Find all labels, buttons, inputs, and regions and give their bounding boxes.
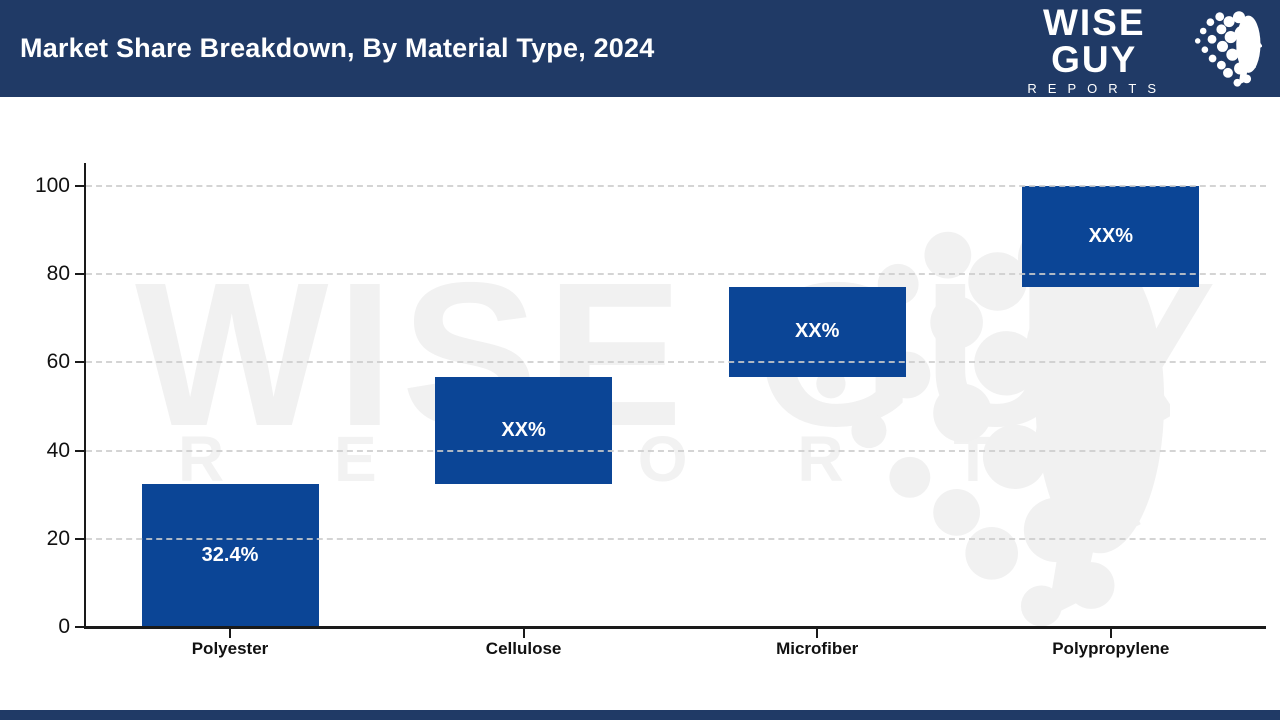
y-tick-label: 0 xyxy=(58,615,70,638)
gridline xyxy=(86,449,1266,452)
x-tick-mark xyxy=(816,629,819,638)
y-axis-line xyxy=(84,163,86,627)
gridline xyxy=(86,273,1266,276)
x-tick-mark xyxy=(229,629,231,638)
y-tick-label: 20 xyxy=(46,526,70,550)
bar-value-label: XX% xyxy=(501,418,546,441)
x-category-label: Polypropylene xyxy=(1052,639,1170,658)
x-category-label: Cellulose xyxy=(485,639,562,658)
logo-wordmark: WISE GUY xyxy=(1042,2,1146,80)
x-tick-mark xyxy=(522,629,525,638)
bar-polyester xyxy=(141,484,319,627)
y-tick-mark xyxy=(75,185,84,187)
bar-cellulose xyxy=(435,376,613,485)
gridline xyxy=(86,185,1266,187)
footer-bar xyxy=(0,710,1280,720)
wise-guy-reports-logo: WISE GUY REPORTS xyxy=(1002,4,1262,96)
y-tick-label: 40 xyxy=(46,438,70,462)
x-category-label: Polyester xyxy=(191,639,269,658)
bar-value-label: 32.4% xyxy=(201,543,259,566)
x-tick-mark xyxy=(1109,629,1112,638)
logo-head-icon xyxy=(1195,11,1262,87)
y-tick-label: 80 xyxy=(46,262,70,286)
chart-title: Market Share Breakdown, By Material Type… xyxy=(20,33,655,63)
bar-value-label: XX% xyxy=(794,320,840,343)
logo-text: WISE GUY REPORTS xyxy=(1002,4,1186,96)
y-tick-mark xyxy=(75,449,84,452)
y-tick-mark xyxy=(75,361,84,364)
y-tick-label: 100 xyxy=(34,174,70,197)
bar-value-label: XX% xyxy=(1088,224,1134,247)
header-bar: Market Share Breakdown, By Material Type… xyxy=(0,0,1280,97)
y-tick-mark xyxy=(75,273,84,276)
y-tick-mark xyxy=(75,626,84,628)
x-category-label: Microfiber xyxy=(776,639,859,658)
x-axis-line xyxy=(84,626,1266,629)
logo-reports-text: REPORTS xyxy=(1027,81,1168,96)
gridline xyxy=(86,361,1266,364)
gridline xyxy=(86,537,1266,540)
y-tick-label: 60 xyxy=(46,350,70,374)
y-tick-mark xyxy=(75,537,84,540)
